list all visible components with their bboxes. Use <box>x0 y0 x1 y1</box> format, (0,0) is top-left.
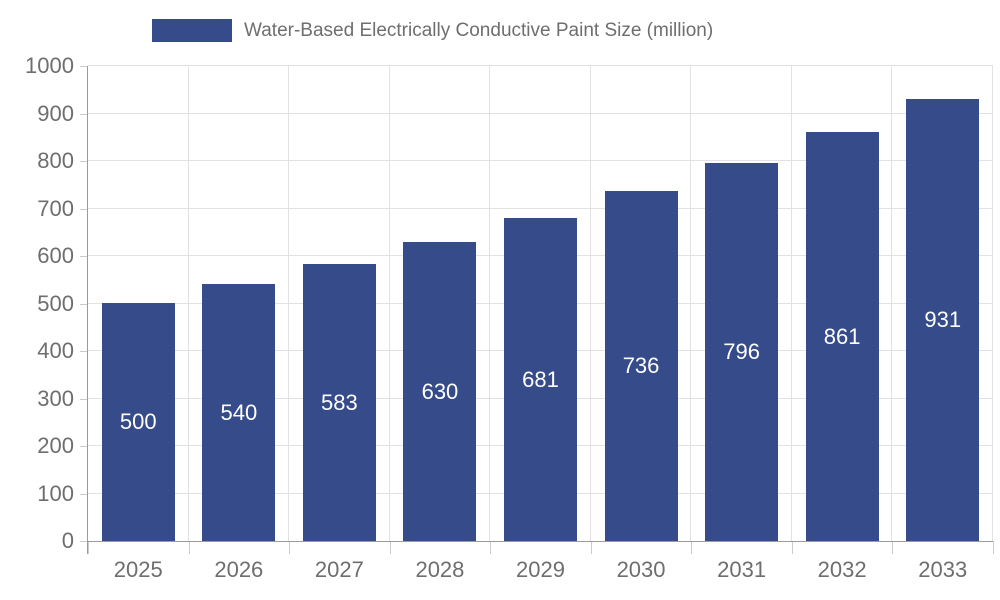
legend-label: Water-Based Electrically Conductive Pain… <box>244 19 714 41</box>
bar: 583 <box>302 264 376 541</box>
legend-item[interactable]: Water-Based Electrically Conductive Pain… <box>152 19 713 42</box>
x-tick-label: 2029 <box>516 557 565 582</box>
bar: 630 <box>403 242 477 541</box>
y-tick-label: 500 <box>37 290 74 316</box>
bar-value-label: 931 <box>924 307 962 332</box>
x-axis-tick <box>390 541 391 554</box>
bar: 861 <box>805 132 879 541</box>
y-tick-label: 0 <box>61 528 74 553</box>
bar-value-label: 630 <box>421 378 459 404</box>
gridline-horizontal <box>88 207 993 209</box>
x-tick-label: 2030 <box>616 557 666 582</box>
bar: 681 <box>504 218 577 541</box>
y-axis-tick <box>80 256 88 257</box>
x-tick-label: 2028 <box>415 557 465 582</box>
gridline-vertical <box>690 66 691 541</box>
x-axis-tick <box>993 541 994 554</box>
bar-value-label: 861 <box>823 323 861 349</box>
y-axis-tick <box>80 398 88 400</box>
gridline-vertical <box>389 66 390 541</box>
bar-value-label: 540 <box>220 399 258 425</box>
x-axis-tick <box>691 541 692 554</box>
y-tick-label: 800 <box>37 148 74 173</box>
y-tick-label: 900 <box>37 100 74 126</box>
gridline-horizontal <box>88 65 993 66</box>
x-axis-tick <box>189 541 190 554</box>
x-tick-label: 2033 <box>918 557 968 582</box>
bar-value-label: 681 <box>522 366 559 392</box>
bar: 931 <box>906 99 980 541</box>
y-axis-tick <box>80 113 88 115</box>
gridline-vertical <box>489 66 490 541</box>
legend-swatch <box>152 19 232 42</box>
bar: 540 <box>202 284 276 541</box>
gridline-horizontal <box>88 112 993 114</box>
y-axis-tick <box>80 161 88 162</box>
y-axis-tick <box>80 66 88 67</box>
plot-area: 500 540 583 630 681 736 796 861 931 <box>88 65 993 541</box>
x-axis-tick <box>591 541 592 554</box>
bar-value-label: 500 <box>119 409 157 434</box>
x-tick-label: 2027 <box>314 557 364 582</box>
y-tick-label: 1000 <box>25 53 74 78</box>
y-tick-label: 700 <box>37 195 74 221</box>
x-tick-label: 2025 <box>113 557 163 582</box>
gridline-vertical <box>590 66 591 541</box>
bar: 736 <box>604 191 678 541</box>
y-tick-label: 100 <box>37 480 74 506</box>
x-axis-tick <box>892 541 893 554</box>
bar: 796 <box>705 163 779 541</box>
y-axis-tick <box>80 446 88 447</box>
gridline-horizontal <box>88 160 993 161</box>
y-axis-tick <box>80 303 88 305</box>
bar-value-label: 583 <box>321 389 358 415</box>
y-tick-label: 300 <box>37 385 74 411</box>
y-axis-tick <box>80 208 88 210</box>
bar-value-label: 796 <box>723 339 760 364</box>
x-axis-tick <box>289 541 290 554</box>
y-axis-tick <box>80 351 88 352</box>
x-tick-label: 2031 <box>717 557 767 582</box>
bar-value-label: 736 <box>622 353 660 378</box>
gridline-vertical <box>992 66 993 541</box>
x-tick-label: 2032 <box>817 557 867 582</box>
gridline-vertical <box>791 66 792 541</box>
gridline-vertical <box>891 66 892 541</box>
gridline-vertical <box>288 66 289 541</box>
x-axis-line <box>87 541 993 542</box>
bar: 500 <box>101 303 175 541</box>
y-tick-label: 600 <box>37 243 74 268</box>
y-tick-label: 200 <box>37 433 74 458</box>
y-tick-label: 400 <box>37 338 74 363</box>
y-axis-tick <box>80 541 88 542</box>
x-tick-label: 2026 <box>214 557 264 582</box>
y-axis-line <box>87 66 88 554</box>
x-axis-tick <box>88 541 89 554</box>
y-axis-tick <box>80 493 88 495</box>
x-axis-tick <box>792 541 793 554</box>
gridline-vertical <box>188 66 189 541</box>
x-axis-tick <box>490 541 491 554</box>
